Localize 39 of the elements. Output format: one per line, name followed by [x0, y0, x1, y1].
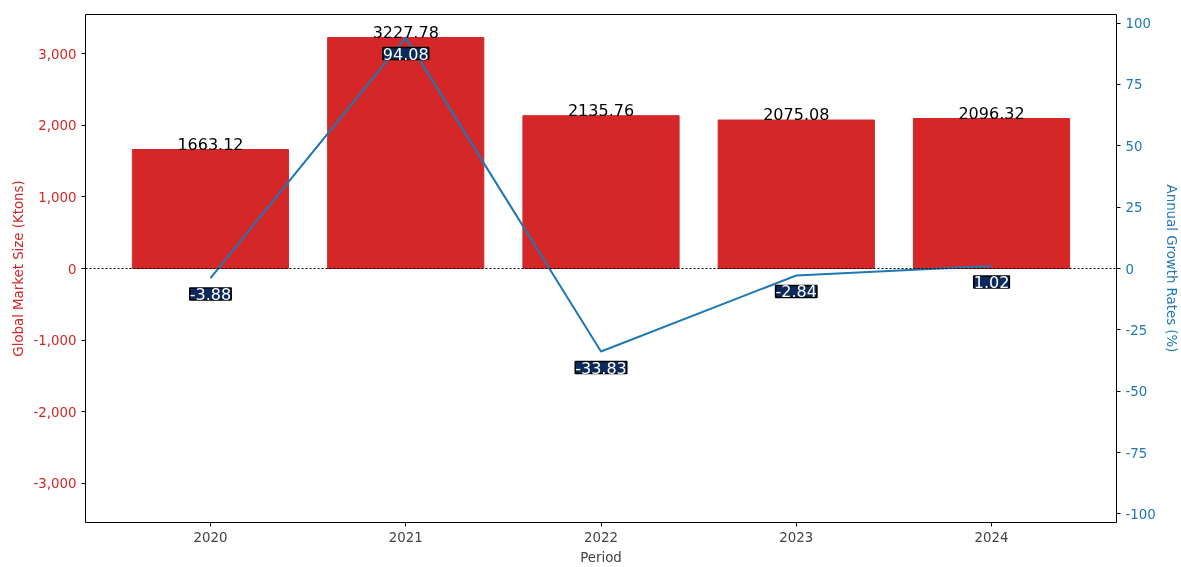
y2-tick-label: 75: [1125, 77, 1143, 93]
y-tick-label: -3,000: [33, 476, 77, 492]
y2-tick-label: 100: [1125, 16, 1151, 32]
x-axis-title: Period: [580, 549, 622, 565]
x-tick-label: 2022: [584, 529, 618, 545]
bar: [522, 115, 680, 269]
bar: [131, 149, 290, 269]
x-tick-label: 2020: [193, 529, 228, 545]
x-tick-label: 2023: [779, 529, 814, 545]
y-tick-label: -1,000: [33, 333, 77, 349]
y2-tick-label: 50: [1125, 138, 1143, 154]
y-axis-title: Global Market Size (Ktons): [10, 180, 26, 357]
bar: [327, 37, 485, 269]
y2-axis-title: Annual Growth Rates (%): [1163, 184, 1179, 353]
y-tick-label: 3,000: [38, 46, 77, 62]
data-label: -3.88: [189, 285, 232, 305]
x-tick-label: 2021: [388, 529, 423, 545]
data-label: -2.84: [775, 282, 817, 302]
y2-tick-label: -50: [1125, 384, 1148, 400]
y2-tick-label: -75: [1125, 445, 1148, 461]
y2-tick-label: 25: [1125, 200, 1143, 216]
bar: [717, 119, 875, 269]
data-label: 2096.32: [958, 103, 1025, 123]
data-label: 94.08: [382, 44, 429, 64]
y-tick-label: 1,000: [38, 189, 77, 205]
data-label: 2075.08: [763, 105, 830, 125]
data-label: -33.83: [575, 358, 627, 378]
x-tick-label: 2024: [974, 529, 1009, 545]
y-tick-label: -2,000: [33, 404, 77, 420]
data-label: 2135.76: [567, 100, 635, 120]
y-tick-label: 2,000: [38, 118, 77, 134]
bar: [912, 118, 1071, 269]
data-label: 1663.12: [177, 134, 244, 154]
data-label: 1.02: [973, 273, 1010, 292]
y2-tick-label: -25: [1125, 322, 1148, 338]
y2-tick-label: 0: [1125, 261, 1134, 277]
y2-tick-label: -100: [1125, 506, 1156, 522]
data-label: 3227.78: [372, 22, 439, 42]
y-tick-label: 0: [68, 261, 77, 277]
